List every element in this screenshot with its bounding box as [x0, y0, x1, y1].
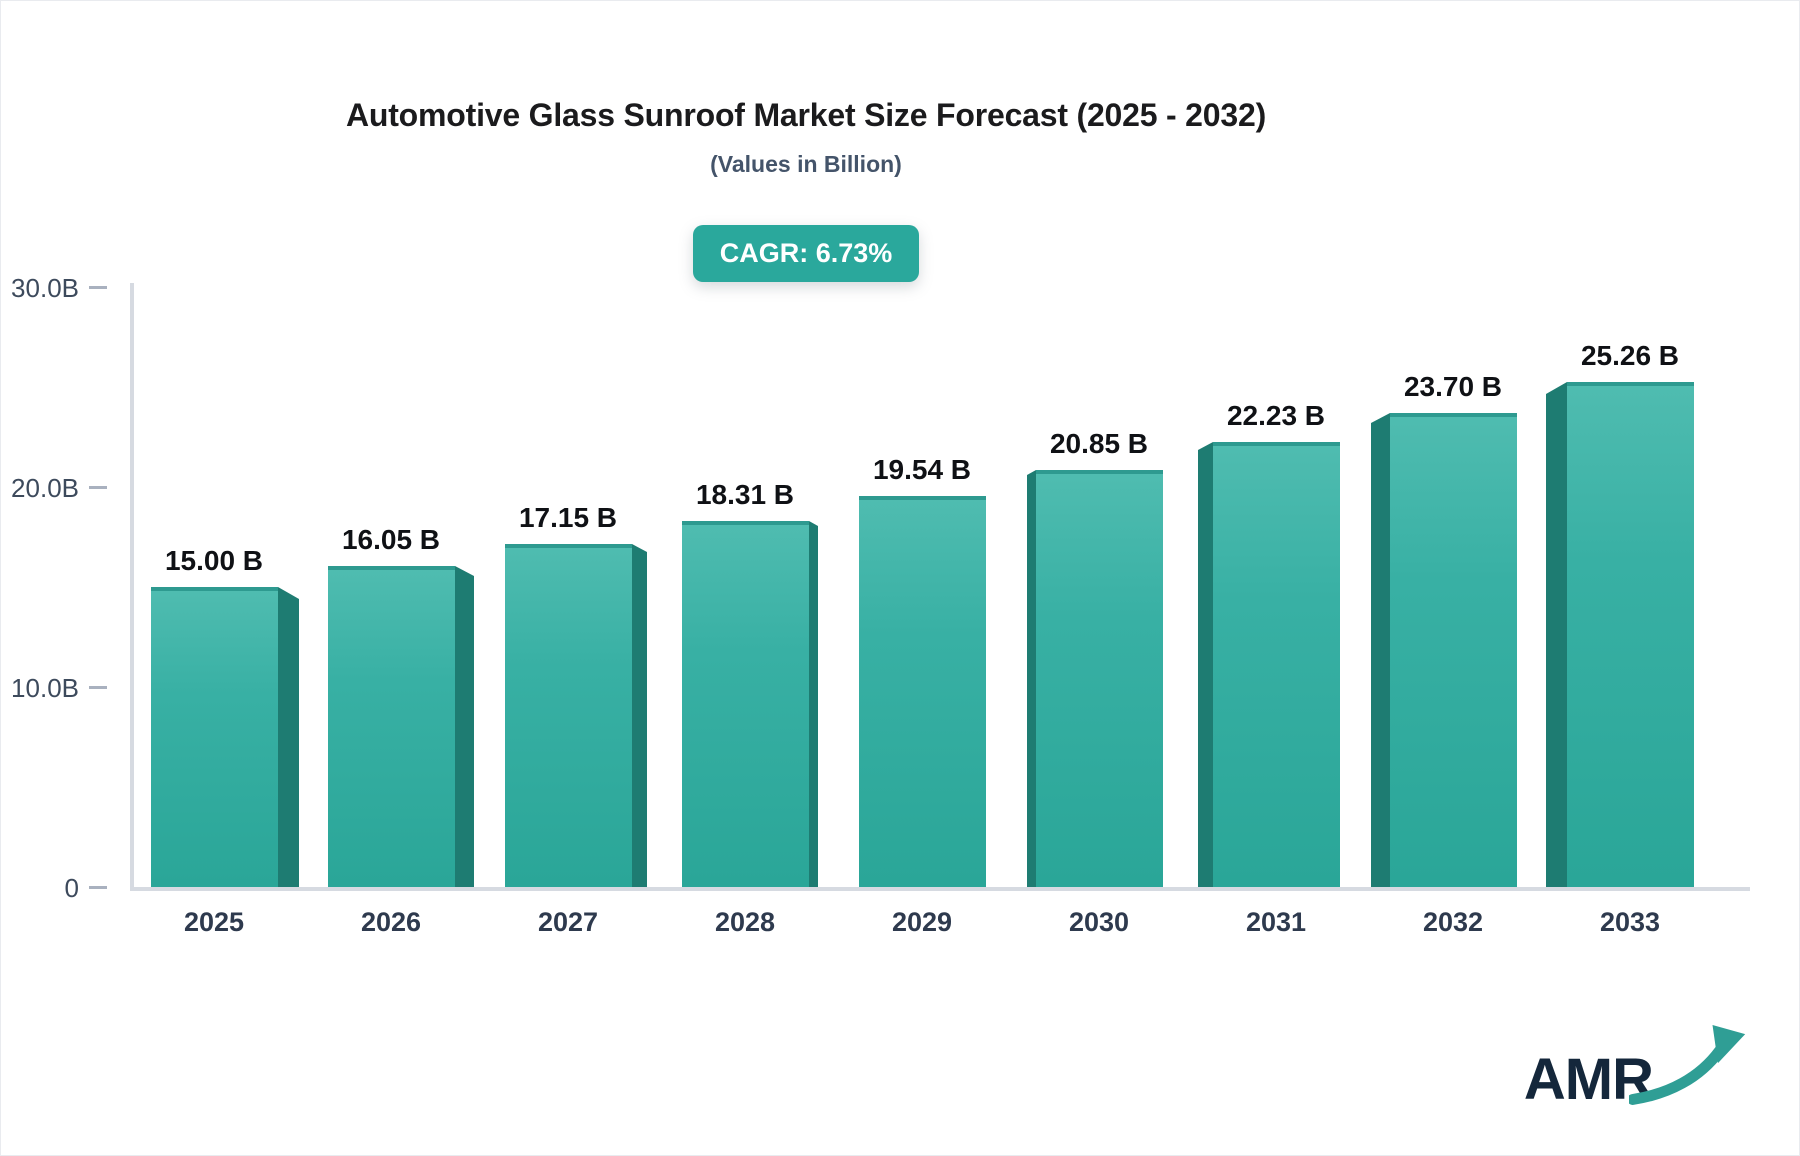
y-tick-label: 10.0B: [11, 673, 79, 703]
y-tick-dash: [89, 286, 107, 289]
bar-value-label-2030: 20.85 B: [1049, 428, 1149, 459]
y-tick-label: 20.0B: [11, 473, 79, 503]
bar-value-label-2029: 19.54 B: [872, 454, 972, 485]
y-tick-label: 0: [64, 873, 79, 903]
y-tick-dash: [89, 886, 107, 889]
bar-value-label-2027: 17.15 B: [518, 502, 618, 533]
y-tick-dash: [89, 486, 107, 489]
cagr-badge: CAGR: 6.73%: [692, 225, 920, 282]
bar-2026[interactable]: [328, 566, 455, 887]
x-axis-label-2027: 2027: [537, 907, 599, 937]
bar-2033[interactable]: [1567, 382, 1694, 887]
amr-logo-arrow-icon: [1629, 1025, 1746, 1105]
bar-2027[interactable]: [505, 544, 632, 887]
y-tick-label: 30.0B: [11, 273, 79, 303]
cagr-badge-row: CAGR: 6.73%: [1, 225, 1611, 282]
x-axis-label-2032: 2032: [1422, 907, 1484, 937]
y-tick-dash: [89, 686, 107, 689]
x-axis-label-2033: 2033: [1599, 907, 1661, 937]
x-axis-label-2026: 2026: [360, 907, 422, 937]
bar-value-label-2028: 18.31 B: [695, 479, 795, 510]
bar-value-label-2032: 23.70 B: [1403, 371, 1503, 402]
bar-side-2025: [278, 587, 299, 887]
bar-value-label-2031: 22.23 B: [1226, 400, 1326, 431]
bar-side-2031: [1198, 442, 1213, 887]
x-axis-label-2029: 2029: [891, 907, 953, 937]
chart-title: Automotive Glass Sunroof Market Size For…: [345, 97, 1267, 133]
bar-value-label-2025: 15.00 B: [164, 545, 264, 576]
y-axis-line: [130, 283, 134, 891]
bar-2032[interactable]: [1390, 413, 1517, 887]
x-axis-baseline: [130, 887, 1750, 891]
bar-side-2032: [1371, 413, 1390, 887]
bar-2025[interactable]: [151, 587, 278, 887]
x-axis-label-2030: 2030: [1068, 907, 1130, 937]
x-axis-label-2025: 2025: [183, 907, 245, 937]
bar-side-2027: [632, 544, 647, 887]
bar-side-2028: [809, 521, 818, 887]
bar-value-label-2033: 25.26 B: [1580, 340, 1680, 371]
bar-2028[interactable]: [682, 521, 809, 887]
x-axis-label-2028: 2028: [714, 907, 776, 937]
bar-2029[interactable]: [859, 496, 986, 887]
bar-side-2026: [455, 566, 474, 887]
chart-subtitle: (Values in Billion): [710, 151, 902, 177]
x-axis-label-2031: 2031: [1245, 907, 1307, 937]
bar-2030[interactable]: [1036, 470, 1163, 887]
amr-logo[interactable]: AMR: [1524, 1023, 1747, 1109]
bar-side-2030: [1027, 470, 1036, 887]
bar-value-label-2026: 16.05 B: [341, 524, 441, 555]
bar-2031[interactable]: [1213, 442, 1340, 887]
bar-side-2033: [1546, 382, 1567, 887]
